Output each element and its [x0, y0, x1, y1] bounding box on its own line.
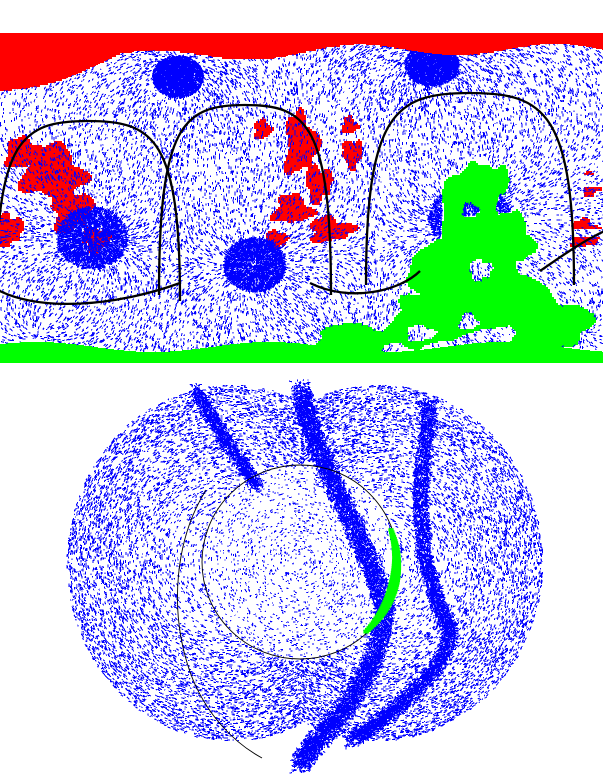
map-separatrix-contours [0, 91, 603, 305]
map-focus-cores [55, 50, 512, 294]
map-polar-bands [0, 33, 603, 363]
sphere-streamline-dots [66, 384, 544, 742]
sphere-vector-layer [66, 379, 544, 774]
sphere-surface-regions [363, 528, 402, 634]
spherical-shell-render-panel [0, 372, 603, 781]
equirectangular-flow-map-panel [0, 33, 603, 363]
map-vector-layer [0, 33, 603, 363]
